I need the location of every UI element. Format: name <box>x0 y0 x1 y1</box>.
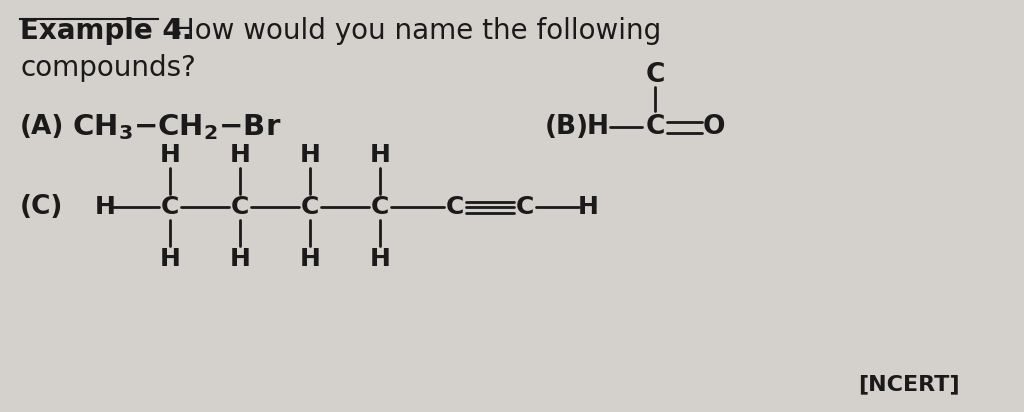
Text: C: C <box>301 195 319 219</box>
Text: O: O <box>702 114 725 140</box>
Text: H: H <box>229 247 251 271</box>
Text: C: C <box>445 195 464 219</box>
Text: C: C <box>230 195 249 219</box>
Text: (B): (B) <box>545 114 589 140</box>
Text: H: H <box>300 247 321 271</box>
Text: H: H <box>578 195 598 219</box>
Text: C: C <box>371 195 389 219</box>
Text: (A): (A) <box>20 114 65 140</box>
Text: C: C <box>645 114 665 140</box>
Text: C: C <box>645 62 665 88</box>
Text: C: C <box>161 195 179 219</box>
Text: (C): (C) <box>20 194 63 220</box>
Text: H: H <box>94 195 116 219</box>
Text: H: H <box>370 143 390 167</box>
Text: H: H <box>587 114 609 140</box>
Text: [NCERT]: [NCERT] <box>858 374 961 394</box>
Text: H: H <box>160 247 180 271</box>
Text: H: H <box>160 143 180 167</box>
Text: How would you name the following: How would you name the following <box>165 17 662 45</box>
Text: H: H <box>370 247 390 271</box>
Text: H: H <box>300 143 321 167</box>
Text: C: C <box>516 195 535 219</box>
Text: compounds?: compounds? <box>20 54 196 82</box>
Text: $\mathbf{CH_3{-}CH_2{-}Br}$: $\mathbf{CH_3{-}CH_2{-}Br}$ <box>72 112 282 142</box>
Text: H: H <box>229 143 251 167</box>
Text: Example 4.: Example 4. <box>20 17 193 45</box>
